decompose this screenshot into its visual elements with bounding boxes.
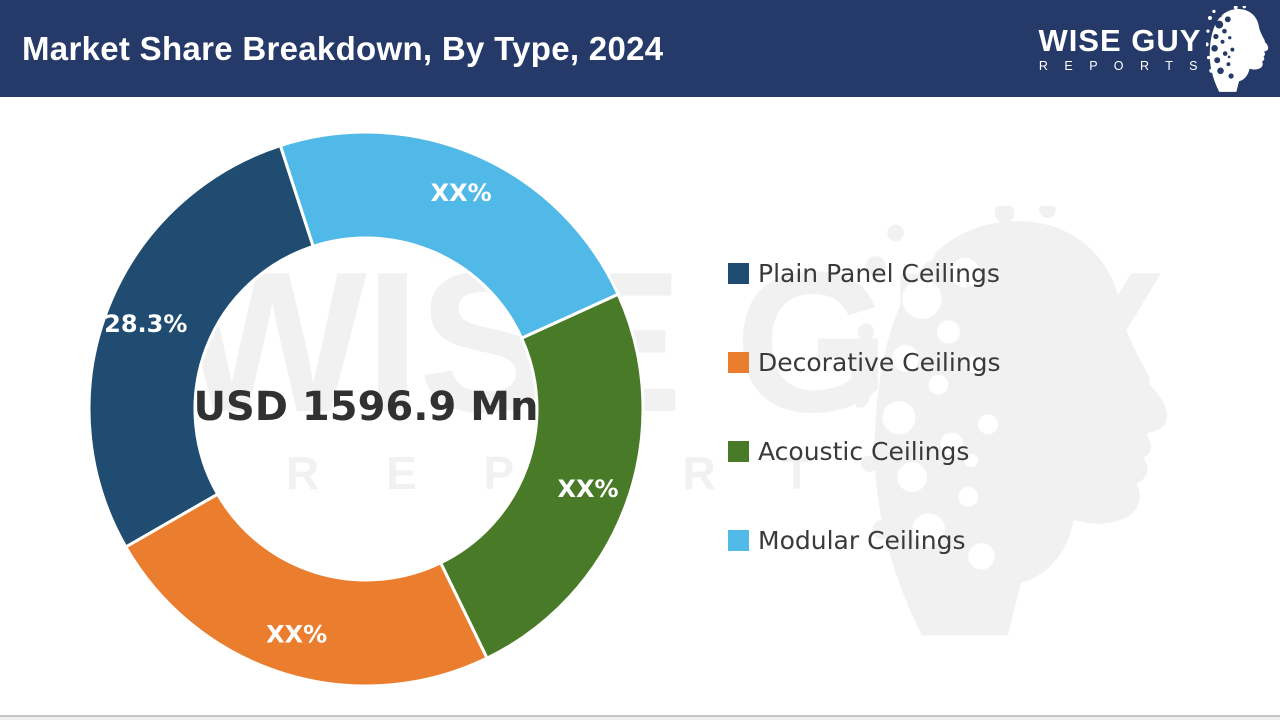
header-bar: Market Share Breakdown, By Type, 2024 WI… [0, 0, 1280, 97]
logo-text: WISE GUY R E P O R T S [1036, 25, 1204, 73]
logo-line2: R E P O R T S [1038, 58, 1204, 73]
legend-item-decorative-ceilings: Decorative Ceilings [728, 349, 1001, 375]
donut-segment-decorative-ceilings [124, 492, 489, 688]
segment-label-acoustic-ceilings: XX% [557, 475, 618, 503]
legend-swatch-plain-panel-ceilings [728, 262, 749, 284]
bottom-divider [0, 715, 1280, 717]
segment-label-decorative-ceilings: XX% [266, 621, 327, 649]
donut-segment-modular-ceilings [278, 130, 620, 340]
legend-item-modular-ceilings: Modular Ceilings [728, 527, 965, 553]
segment-label-modular-ceilings: XX% [431, 179, 492, 207]
segment-label-plain-panel-ceilings: 28.3% [104, 310, 187, 338]
legend-swatch-modular-ceilings [728, 529, 749, 551]
page-title: Market Share Breakdown, By Type, 2024 [22, 29, 664, 67]
bottom-strip [0, 717, 1280, 720]
logo-face-icon [1206, 5, 1269, 92]
legend-label-acoustic-ceilings: Acoustic Ceilings [758, 436, 970, 466]
logo-line1: WISE GUY [1038, 22, 1202, 58]
wiseguy-logo: WISE GUY R E P O R T S [1036, 0, 1272, 97]
legend-swatch-acoustic-ceilings [728, 440, 749, 462]
chart-center-value: USD 1596.9 Mn [193, 384, 539, 430]
donut-segment-acoustic-ceilings [439, 292, 645, 660]
legend: Plain Panel Ceilings Decorative Ceilings A… [728, 0, 1148, 720]
legend-item-plain-panel-ceilings: Plain Panel Ceilings [728, 260, 1000, 286]
legend-label-modular-ceilings: Modular Ceilings [758, 525, 966, 555]
legend-label-plain-panel-ceilings: Plain Panel Ceilings [758, 258, 1000, 288]
legend-swatch-decorative-ceilings [728, 351, 749, 373]
legend-item-acoustic-ceilings: Acoustic Ceilings [728, 438, 969, 464]
donut-segment-plain-panel-ceilings [87, 144, 315, 549]
legend-label-decorative-ceilings: Decorative Ceilings [758, 347, 1001, 377]
